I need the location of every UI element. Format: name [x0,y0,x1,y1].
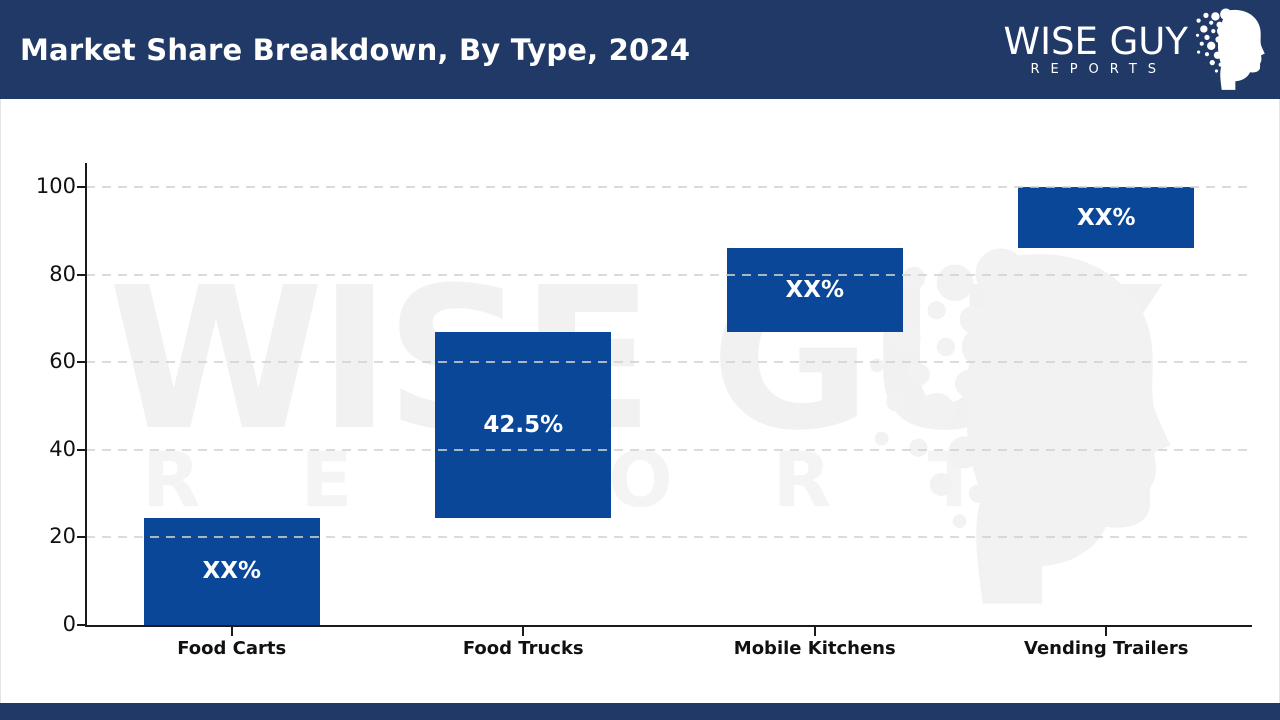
x-tick-mark [522,627,525,636]
bar-value-label: 42.5% [483,411,564,438]
x-tick-mark [1105,627,1108,636]
y-tick-mark [77,361,86,364]
x-tick-mark [230,627,233,636]
y-tick-mark [77,448,86,451]
bar-mobile-kitchens: XX% [726,248,903,332]
bar-value-label: XX% [785,276,844,303]
bar-value-label: XX% [202,558,261,585]
wise-guy-reports-logo: WISE GUY REPORTS [1004,8,1266,92]
y-tick-label: 0 [62,612,76,636]
bar-food-trucks: 42.5% [435,331,612,518]
x-category-label: Mobile Kitchens [733,638,896,659]
page-title: Market Share Breakdown, By Type, 2024 [20,32,691,67]
y-tick-mark [77,273,86,276]
y-tick-mark [77,186,86,188]
y-tick-label: 40 [49,436,76,461]
y-tick-mark [77,624,86,626]
header-band: Market Share Breakdown, By Type, 2024 WI… [0,0,1280,99]
gridline-20 [86,536,1252,539]
x-category-label: Vending Trailers [1024,638,1189,659]
bar-food-carts: XX% [143,517,320,625]
gridline-60 [86,361,1252,364]
y-axis-line [85,163,87,627]
x-axis-line [85,625,1252,627]
y-tick-label: 80 [49,261,76,286]
y-tick-label: 60 [49,349,76,374]
gridline-100 [86,186,1252,188]
y-tick-mark [77,536,86,539]
y-tick-label: 20 [49,524,76,549]
bar-value-label: XX% [1076,204,1136,231]
logo-wordmark: WISE GUY [1003,20,1188,63]
x-tick-mark [813,627,816,636]
y-tick-label: 100 [35,174,76,198]
footer-band [0,703,1280,720]
bar-vending-trailers: XX% [1018,187,1195,249]
gridline-80 [86,273,1252,276]
gridline-40 [86,448,1252,451]
logo-face-icon [1195,8,1265,90]
x-category-label: Food Trucks [462,638,584,659]
logo-subtitle: REPORTS [1030,62,1168,77]
x-category-label: Food Carts [177,638,287,659]
logo-text: WISE GUY REPORTS [1004,23,1188,76]
